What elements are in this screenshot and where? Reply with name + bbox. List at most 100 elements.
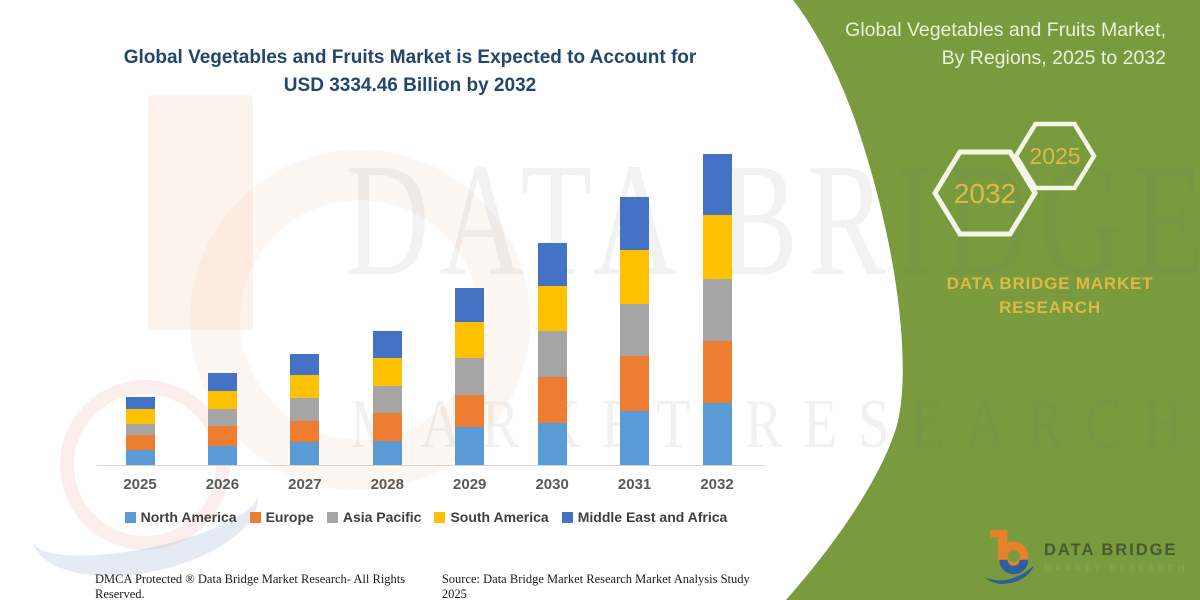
bar-2027-segment-asia-pacific bbox=[290, 398, 320, 421]
bar-2030-segment-south-america bbox=[537, 286, 567, 331]
bar-2025-segment-asia-pacific bbox=[125, 424, 155, 435]
chart-title: Global Vegetables and Fruits Market is E… bbox=[60, 44, 760, 100]
bar-2029-segment-south-america bbox=[455, 322, 485, 358]
bar-2027-segment-north-america bbox=[290, 442, 320, 465]
legend-label-middle-east-and-africa: Middle East and Africa bbox=[577, 509, 728, 525]
x-axis-label-2026: 2026 bbox=[205, 476, 240, 493]
bar-2025-segment-south-america bbox=[125, 409, 155, 424]
legend-item-south-america: South America bbox=[434, 509, 549, 525]
hexagon-2025 bbox=[1013, 121, 1097, 191]
bar-2027 bbox=[290, 354, 320, 465]
green-panel-shape bbox=[786, 0, 1200, 600]
bar-2028 bbox=[372, 331, 402, 465]
bar-2031-segment-europe bbox=[620, 356, 650, 411]
bar-2031-segment-middle-east-and-africa bbox=[620, 197, 650, 250]
chart-title-line1: Global Vegetables and Fruits Market is E… bbox=[123, 47, 697, 68]
x-axis-label-2032: 2032 bbox=[700, 476, 734, 493]
footer: DMCA Protected ® Data Bridge Market Rese… bbox=[95, 572, 763, 600]
bar-2031-segment-south-america bbox=[620, 250, 650, 304]
bar-2028-segment-asia-pacific bbox=[372, 386, 402, 413]
x-axis-label-2027: 2027 bbox=[288, 476, 322, 493]
bar-2032-segment-north-america bbox=[702, 403, 732, 465]
legend-label-south-america: South America bbox=[450, 509, 549, 525]
bar-2028-segment-europe bbox=[372, 413, 402, 441]
hexagon-2032 bbox=[932, 149, 1038, 237]
bar-2025 bbox=[125, 397, 155, 465]
hexagons-graphic: 2032 2025 bbox=[932, 121, 1097, 237]
bar-2025-segment-north-america bbox=[125, 450, 155, 465]
hexagon-2032-label: 2032 bbox=[954, 178, 1016, 209]
bar-2026-segment-south-america bbox=[207, 391, 237, 409]
bar-2027-segment-middle-east-and-africa bbox=[290, 354, 320, 375]
legend-item-europe: Europe bbox=[249, 509, 314, 525]
chart-legend: North America Europe Asia Pacific South Ame… bbox=[90, 509, 762, 525]
legend-swatch-asia-pacific bbox=[326, 511, 338, 523]
legend-item-asia-pacific: Asia Pacific bbox=[326, 509, 422, 525]
bar-2025-segment-middle-east-and-africa bbox=[125, 397, 155, 409]
bar-2029-segment-north-america bbox=[455, 427, 485, 465]
brand-text: DATA BRIDGE MARKET RESEARCH bbox=[910, 272, 1190, 320]
bar-2032-segment-asia-pacific bbox=[702, 279, 732, 341]
x-axis-label-2028: 2028 bbox=[370, 476, 404, 493]
bar-2031-segment-north-america bbox=[620, 411, 650, 465]
logo-secondary-text: MARKET RESEARCH bbox=[1044, 563, 1189, 573]
legend-swatch-south-america bbox=[434, 511, 446, 523]
legend-swatch-middle-east-and-africa bbox=[561, 511, 573, 523]
legend-item-middle-east-and-africa: Middle East and Africa bbox=[561, 509, 728, 525]
bar-2027-segment-europe bbox=[290, 421, 320, 442]
x-axis-label-2029: 2029 bbox=[453, 476, 487, 493]
bar-2026-segment-north-america bbox=[207, 446, 237, 465]
legend-swatch-north-america bbox=[124, 511, 136, 523]
bar-2029-segment-middle-east-and-africa bbox=[455, 288, 485, 322]
brand-text-line2: RESEARCH bbox=[999, 298, 1101, 317]
dbmr-logo: DATA BRIDGE MARKET RESEARCH bbox=[982, 526, 1192, 588]
x-axis-label-2025: 2025 bbox=[123, 476, 157, 493]
logo-swoosh-icon bbox=[999, 559, 1029, 575]
bar-2026-segment-middle-east-and-africa bbox=[207, 373, 237, 391]
footer-dmca-text: DMCA Protected ® Data Bridge Market Rese… bbox=[95, 572, 406, 600]
dbmr-logo-b-icon bbox=[982, 527, 1038, 587]
x-axis-label-2030: 2030 bbox=[535, 476, 569, 493]
panel-title-line1: Global Vegetables and Fruits Market, bbox=[845, 19, 1166, 41]
x-axis-labels: 2025 2026 2027 2028 2029 2030 2031 2032 bbox=[100, 476, 762, 496]
legend-label-asia-pacific: Asia Pacific bbox=[342, 509, 422, 525]
bar-2032-segment-middle-east-and-africa bbox=[702, 154, 732, 215]
bar-2028-segment-south-america bbox=[372, 358, 402, 386]
x-axis-line bbox=[97, 465, 765, 466]
bar-2026-segment-europe bbox=[207, 426, 237, 446]
bar-2030-segment-asia-pacific bbox=[537, 331, 567, 377]
footer-source-text: Source: Data Bridge Market Research Mark… bbox=[441, 572, 750, 600]
bar-2030-segment-europe bbox=[537, 377, 567, 423]
hexagon-2025-label: 2025 bbox=[1029, 143, 1080, 169]
bar-2031-segment-asia-pacific bbox=[620, 304, 650, 356]
stacked-bar-chart bbox=[100, 0, 762, 465]
bar-2027-segment-south-america bbox=[290, 375, 320, 398]
bar-2029-segment-asia-pacific bbox=[455, 358, 485, 395]
bar-2028-segment-middle-east-and-africa bbox=[372, 331, 402, 358]
legend-item-north-america: North America bbox=[124, 509, 237, 525]
bar-2032-segment-south-america bbox=[702, 215, 732, 279]
bar-2030-segment-north-america bbox=[537, 423, 567, 465]
bar-2032 bbox=[702, 154, 732, 465]
legend-swatch-europe bbox=[249, 511, 261, 523]
panel-title: Global Vegetables and Fruits Market, By … bbox=[806, 16, 1166, 72]
bar-2026-segment-asia-pacific bbox=[207, 409, 237, 426]
chart-title-line2: USD 3334.46 Billion by 2032 bbox=[283, 75, 537, 96]
bar-2029-segment-europe bbox=[455, 395, 485, 427]
bar-2028-segment-north-america bbox=[372, 441, 402, 465]
bar-2032-segment-europe bbox=[702, 341, 732, 403]
brand-text-line1: DATA BRIDGE MARKET bbox=[946, 274, 1154, 293]
panel-title-line2: By Regions, 2025 to 2032 bbox=[941, 47, 1166, 69]
legend-label-europe: Europe bbox=[265, 509, 314, 525]
bar-2029 bbox=[455, 288, 485, 465]
x-axis-label-2031: 2031 bbox=[617, 476, 652, 493]
bar-2026 bbox=[207, 373, 237, 465]
bar-2030-segment-middle-east-and-africa bbox=[537, 243, 567, 286]
bar-2030 bbox=[537, 243, 567, 465]
logo-primary-text: DATA BRIDGE bbox=[1044, 541, 1178, 559]
bar-2025-segment-europe bbox=[125, 435, 155, 450]
bar-2031 bbox=[620, 197, 650, 465]
legend-label-north-america: North America bbox=[140, 509, 237, 525]
